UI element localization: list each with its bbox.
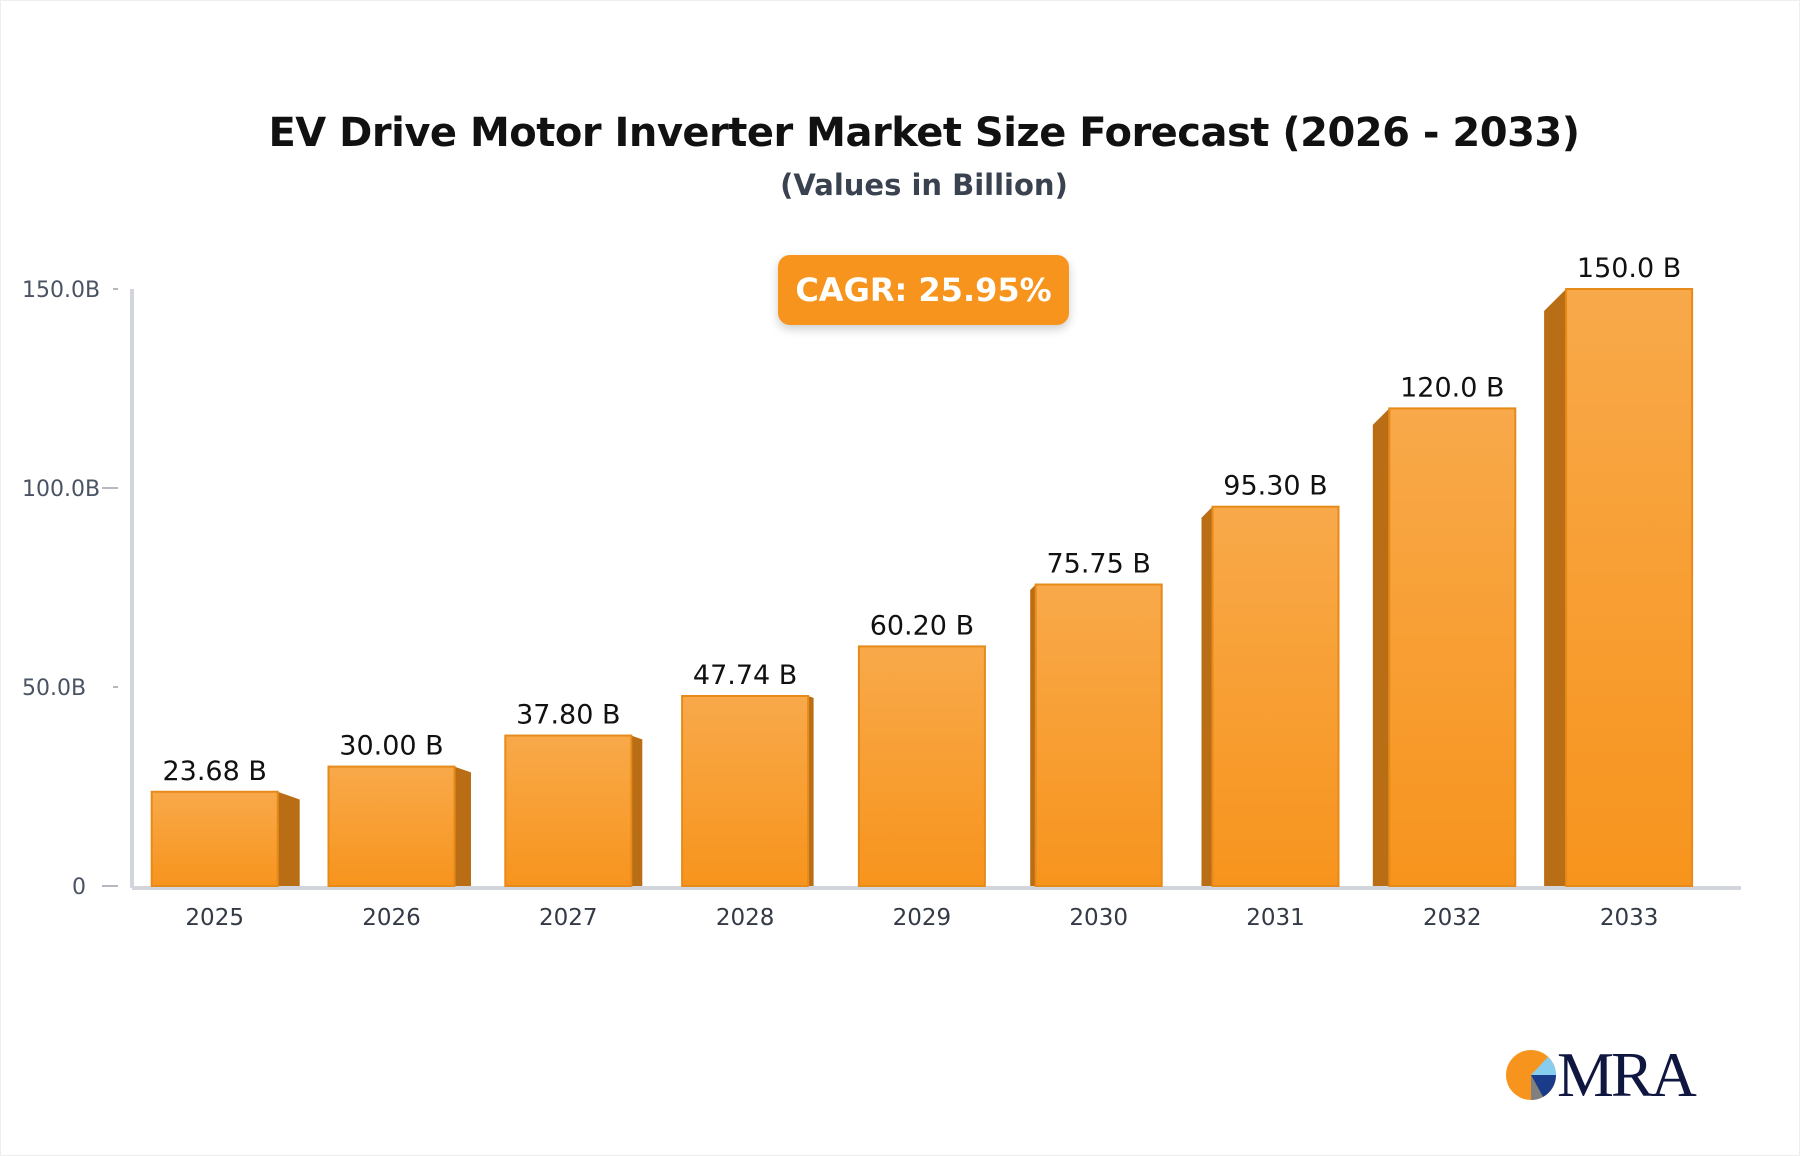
bar — [327, 765, 456, 887]
bar-side — [1030, 584, 1036, 886]
y-tick-label: 100.0B — [22, 477, 100, 502]
x-tick-label: 2026 — [362, 905, 421, 931]
bar — [504, 734, 633, 888]
data-label: 23.68 B — [162, 756, 266, 787]
bar-side — [808, 695, 814, 886]
bar-side — [1544, 289, 1567, 886]
x-tick-label: 2031 — [1246, 905, 1305, 931]
chart-title: EV Drive Motor Inverter Market Size Fore… — [268, 110, 1580, 156]
data-label: 150.0 B — [1577, 253, 1681, 284]
bar — [1565, 288, 1694, 887]
bar — [1211, 505, 1340, 887]
x-tick-label: 2028 — [716, 905, 775, 931]
bar-side — [1201, 506, 1213, 886]
mra-logo: MRA — [1505, 1039, 1697, 1110]
data-label: 75.75 B — [1046, 549, 1150, 580]
bar — [857, 645, 986, 887]
cagr-badge: CAGR: 25.95% — [778, 255, 1069, 325]
y-tick-label: 50.0B — [22, 676, 86, 701]
bar-side — [277, 791, 300, 886]
data-label: 60.20 B — [870, 610, 974, 641]
data-label: 30.00 B — [339, 731, 443, 762]
y-tick-label: 0 — [72, 875, 86, 900]
data-label: 120.0 B — [1400, 372, 1504, 403]
chart-subtitle: (Values in Billion) — [780, 168, 1068, 202]
data-label: 47.74 B — [693, 660, 797, 691]
bar — [681, 694, 810, 888]
bar-side — [631, 735, 643, 886]
x-tick-label: 2029 — [893, 905, 952, 931]
bar — [1034, 583, 1163, 887]
x-tick-label: 2025 — [185, 905, 244, 931]
data-label: 37.80 B — [516, 700, 620, 731]
bar — [1388, 407, 1517, 887]
data-label: 95.30 B — [1223, 471, 1327, 502]
x-tick-label: 2033 — [1600, 905, 1659, 931]
x-tick-label: 2032 — [1423, 905, 1482, 931]
x-tick-label: 2027 — [539, 905, 598, 931]
bar — [150, 790, 279, 887]
pie-logo-icon — [1506, 1050, 1557, 1101]
bar-side — [454, 766, 471, 886]
y-tick-label: 150.0B — [22, 278, 100, 303]
x-tick-label: 2030 — [1069, 905, 1128, 931]
bar-side — [1372, 408, 1390, 886]
logo-text: MRA — [1557, 1039, 1697, 1110]
